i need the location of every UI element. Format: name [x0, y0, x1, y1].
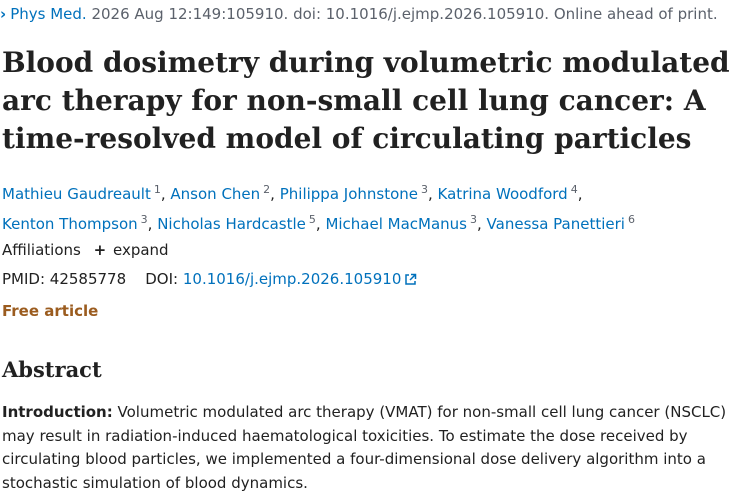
doi-label: DOI: [145, 270, 179, 288]
author-link[interactable]: Michael MacManus [325, 215, 467, 233]
abstract-intro-text: Volumetric modulated arc therapy (VMAT) … [2, 403, 727, 492]
author-link[interactable]: Vanessa Panettieri [486, 215, 625, 233]
affiliations-row: Affiliations + expand [2, 241, 169, 259]
author-link[interactable]: Katrina Woodford [437, 185, 568, 203]
free-article-badge[interactable]: Free article [2, 302, 99, 320]
expand-label: expand [112, 241, 169, 259]
author-link[interactable]: Nicholas Hardcastle [157, 215, 306, 233]
author-list: Mathieu Gaudreault 1, Anson Chen 2, Philip… [2, 183, 635, 233]
pmid-value: 42585778 [49, 270, 127, 288]
author-link[interactable]: Philippa Johnstone [279, 185, 418, 203]
abstract-paragraph: Introduction: Volumetric modulated arc t… [2, 401, 742, 495]
external-link-icon[interactable] [404, 273, 417, 286]
doi-value[interactable]: 10.1016/j.ejmp.2026.105910 [182, 270, 402, 288]
author-affiliation-number[interactable]: 2 [263, 183, 271, 196]
pmid-label: PMID: [2, 270, 46, 288]
journal-link[interactable]: Phys Med. [10, 5, 87, 23]
citation-details: 2026 Aug 12:149:105910. doi: 10.1016/j.e… [91, 5, 718, 23]
author-affiliation-number[interactable]: 3 [421, 183, 428, 196]
identifiers-row: PMID: 42585778 DOI: 10.1016/j.ejmp.2026.… [2, 270, 417, 288]
chevron-right-icon[interactable]: › [0, 5, 7, 23]
author-link[interactable]: Anson Chen [170, 185, 261, 203]
article-title: Blood dosimetry during volumetric modula… [2, 46, 730, 155]
doi-link[interactable]: 10.1016/j.ejmp.2026.105910 [183, 270, 418, 288]
author-affiliation-number[interactable]: 3 [470, 213, 477, 226]
author-affiliation-number[interactable]: 6 [627, 213, 635, 226]
citation-line: › Phys Med. 2026 Aug 12:149:105910. doi: … [0, 5, 718, 23]
affiliations-label: Affiliations [2, 241, 81, 259]
author-affiliation-number[interactable]: 1 [153, 183, 161, 196]
author-link[interactable]: Kenton Thompson [2, 215, 138, 233]
abstract-heading: Abstract [2, 357, 102, 382]
plus-icon: + [93, 241, 107, 259]
author-affiliation-number[interactable]: 3 [140, 213, 148, 226]
author-link[interactable]: Mathieu Gaudreault [2, 185, 151, 203]
expand-affiliations-button[interactable]: + expand [94, 241, 169, 259]
author-affiliation-number[interactable]: 4 [570, 183, 578, 196]
author-affiliation-number[interactable]: 5 [308, 213, 316, 226]
abstract-section-label: Introduction: [2, 403, 113, 421]
